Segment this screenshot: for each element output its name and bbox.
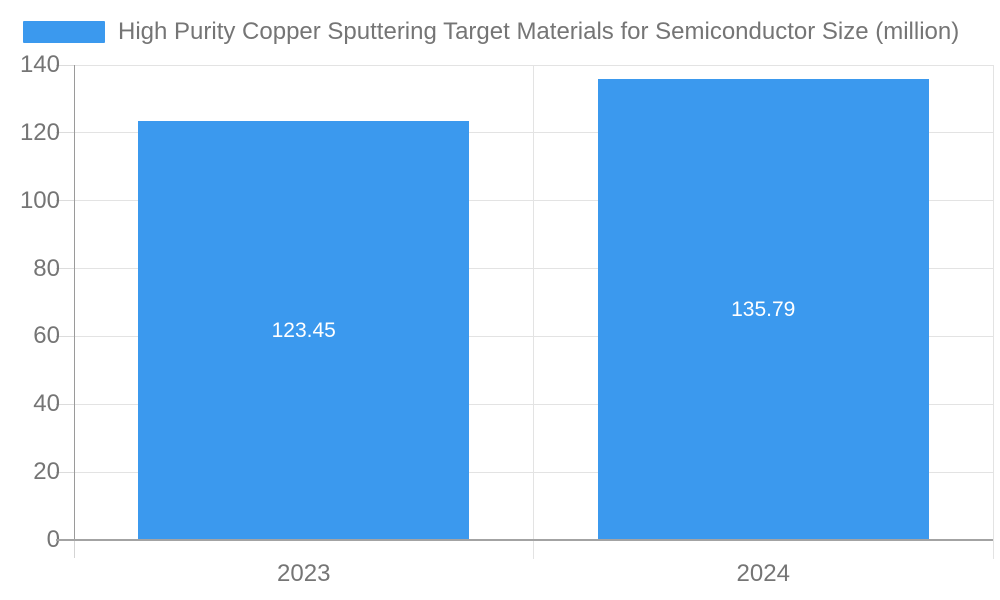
- y-axis-tick: [56, 132, 74, 134]
- y-tick-label: 100: [19, 186, 60, 214]
- x-tick-label: 2024: [736, 560, 790, 587]
- y-tick-label: 40: [33, 390, 60, 418]
- bar-value-label: 123.45: [271, 318, 336, 342]
- y-axis-tick: [56, 471, 74, 473]
- y-tick-label: 0: [46, 526, 60, 553]
- y-axis-tick-bottom: [74, 540, 75, 558]
- bar[interactable]: [598, 79, 929, 539]
- legend-label: High Purity Copper Sputtering Target Mat…: [118, 18, 960, 45]
- bar[interactable]: [138, 121, 469, 539]
- y-axis-tick: [56, 64, 74, 66]
- y-axis-tick: [56, 403, 74, 405]
- y-axis-tick: [56, 200, 74, 202]
- x-axis-line: [56, 539, 993, 541]
- y-axis-tick: [56, 268, 74, 270]
- y-tick-label: 80: [33, 254, 60, 282]
- y-tick-label: 60: [33, 322, 60, 350]
- gridline: [533, 65, 534, 559]
- bar-value-label: 135.79: [731, 297, 796, 321]
- x-tick-label: 2023: [277, 560, 331, 587]
- y-tick-label: 120: [19, 118, 60, 146]
- y-axis-tick: [56, 335, 74, 337]
- legend[interactable]: High Purity Copper Sputtering Target Mat…: [23, 17, 959, 47]
- legend-swatch: [23, 21, 105, 43]
- gridline: [992, 65, 994, 559]
- y-tick-label: 140: [19, 51, 60, 78]
- y-tick-label: 20: [33, 458, 60, 486]
- y-axis-line: [74, 65, 75, 540]
